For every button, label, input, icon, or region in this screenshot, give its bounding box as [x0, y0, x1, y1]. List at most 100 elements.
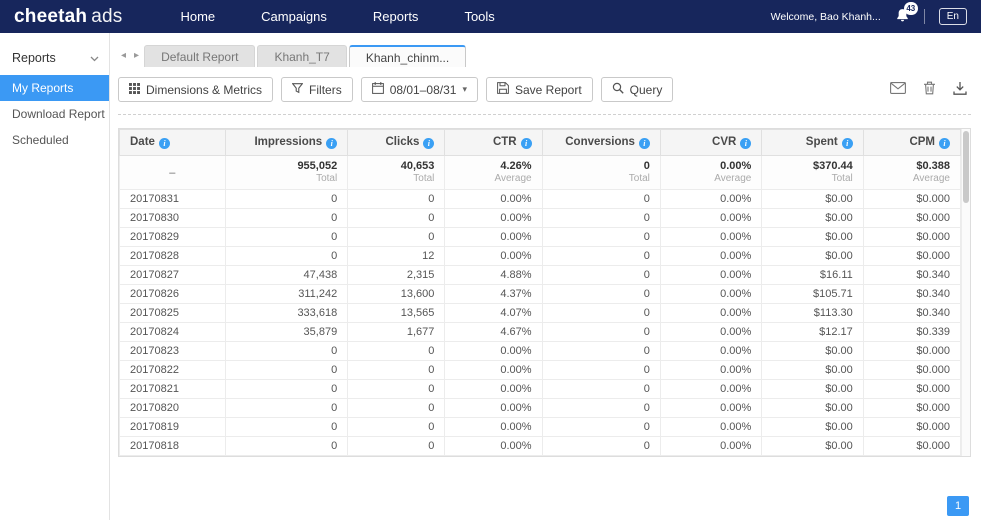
cell-impressions: 0 [224, 341, 349, 361]
dimensions-metrics-button[interactable]: Dimensions & Metrics [118, 77, 274, 102]
delete-button[interactable] [923, 81, 936, 98]
tab-khanh-chinm[interactable]: Khanh_chinm... [348, 45, 467, 67]
sidebar-item-my-reports[interactable]: My Reports [0, 75, 109, 101]
query-button[interactable]: Query [600, 77, 674, 102]
cell-date: 20170819 [119, 417, 226, 437]
summary-cell: 4.26% Average [444, 155, 543, 190]
sidebar-section-reports[interactable]: Reports [0, 47, 109, 75]
summary-date: – [119, 155, 226, 190]
cell-ctr: 4.37% [444, 284, 543, 304]
nav-item-campaigns[interactable]: Campaigns [261, 9, 327, 24]
filters-button[interactable]: Filters [281, 77, 353, 102]
info-icon[interactable] [520, 138, 532, 149]
cell-conversions: 0 [541, 246, 661, 266]
tab-default-report[interactable]: Default Report [144, 45, 256, 67]
caret-down-icon: ▾ [462, 84, 467, 94]
cell-clicks: 12 [347, 246, 446, 266]
table-row: 20170821 0 0 0.00% 0 0.00% $0.00 $0.000 [119, 379, 962, 399]
cell-cvr: 0.00% [659, 284, 763, 304]
cell-cvr: 0.00% [659, 398, 763, 418]
cell-conversions: 0 [541, 379, 661, 399]
mail-icon [890, 82, 906, 97]
sidebar: Reports My Reports Download Report Sched… [0, 33, 110, 520]
cell-date: 20170827 [119, 265, 226, 285]
table-body: – 955,052 Total 40,653 Total 4.26% Average … [119, 155, 962, 456]
report-tabbar: ◂ ▸ Default Report Khanh_T7 Khanh_chinm.… [118, 43, 971, 67]
info-icon[interactable] [638, 138, 650, 149]
sidebar-item-download-report[interactable]: Download Report [12, 107, 105, 121]
tab-scroll-left-icon[interactable]: ◂ [121, 50, 127, 61]
brand-logo[interactable]: cheetah ads [14, 6, 122, 28]
cell-cpm: $0.340 [862, 303, 962, 323]
cell-ctr: 0.00% [444, 398, 543, 418]
sidebar-item-scheduled[interactable]: Scheduled [12, 133, 69, 147]
search-icon [612, 82, 624, 97]
cell-clicks: 0 [347, 398, 446, 418]
info-icon[interactable] [158, 138, 170, 149]
nav-item-reports[interactable]: Reports [372, 9, 419, 24]
cell-conversions: 0 [541, 208, 661, 228]
column-header-impressions[interactable]: Impressions [224, 129, 349, 156]
download-button[interactable] [953, 81, 967, 98]
table-row: 20170820 0 0 0.00% 0 0.00% $0.00 $0.000 [119, 398, 962, 418]
cell-clicks: 13,565 [347, 303, 446, 323]
welcome-text[interactable]: Welcome, Bao Khanh... [770, 10, 881, 23]
tab-scroll-right-icon[interactable]: ▸ [134, 50, 140, 61]
cell-ctr: 0.00% [444, 189, 543, 209]
cell-impressions: 0 [224, 189, 349, 209]
cell-clicks: 13,600 [347, 284, 446, 304]
nav-item-tools[interactable]: Tools [464, 9, 495, 24]
cell-clicks: 0 [347, 360, 446, 380]
cell-conversions: 0 [541, 189, 661, 209]
top-navbar: cheetah ads Home Campaigns Reports Tools … [0, 0, 981, 33]
info-icon[interactable] [740, 138, 752, 149]
cell-spent: $0.00 [761, 227, 864, 247]
toolbar-right-icons [890, 81, 971, 98]
cell-conversions: 0 [541, 322, 661, 342]
summary-cell: $370.44 Total [761, 155, 864, 190]
cell-cpm: $0.000 [862, 360, 962, 380]
table-scrollbar[interactable] [961, 129, 970, 456]
cell-ctr: 0.00% [444, 379, 543, 399]
nav-item-home[interactable]: Home [180, 9, 216, 24]
cell-cpm: $0.000 [862, 208, 962, 228]
pagination-page-1[interactable]: 1 [947, 496, 969, 516]
column-header-ctr[interactable]: CTR [444, 129, 543, 156]
language-button[interactable]: En [938, 8, 967, 25]
table-row: 20170818 0 0 0.00% 0 0.00% $0.00 $0.000 [119, 436, 962, 456]
table-row: 20170826 311,242 13,600 4.37% 0 0.00% $1… [119, 284, 962, 304]
column-header-conversions[interactable]: Conversions [541, 129, 661, 156]
info-icon[interactable] [939, 138, 950, 149]
cell-impressions: 47,438 [224, 265, 349, 285]
column-header-cvr[interactable]: CVR [659, 129, 763, 156]
info-icon[interactable] [326, 138, 338, 149]
cell-clicks: 0 [347, 208, 446, 228]
cell-ctr: 0.00% [444, 417, 543, 437]
cell-cvr: 0.00% [659, 322, 763, 342]
grid-icon [129, 82, 140, 97]
column-header-spent[interactable]: Spent [761, 129, 864, 156]
table-row: 20170831 0 0 0.00% 0 0.00% $0.00 $0.000 [119, 189, 962, 209]
cell-spent: $105.71 [761, 284, 864, 304]
save-icon [497, 82, 509, 97]
cell-spent: $12.17 [761, 322, 864, 342]
table-row: 20170824 35,879 1,677 4.67% 0 0.00% $12.… [119, 322, 962, 342]
save-report-button[interactable]: Save Report [485, 77, 593, 102]
notifications-button[interactable]: 43 [895, 1, 918, 26]
table-row: 20170830 0 0 0.00% 0 0.00% $0.00 $0.000 [119, 208, 962, 228]
cell-spent: $0.00 [761, 208, 864, 228]
column-header-date[interactable]: Date [119, 129, 226, 156]
cell-spent: $0.00 [761, 379, 864, 399]
tab-khanh-t7[interactable]: Khanh_T7 [257, 45, 347, 67]
cell-clicks: 0 [347, 436, 446, 456]
date-range-button[interactable]: 08/01–08/31 ▾ [360, 77, 478, 102]
column-header-cpm[interactable]: CPM [862, 129, 962, 156]
scrollbar-thumb[interactable] [963, 131, 969, 203]
cell-spent: $113.30 [761, 303, 864, 323]
mail-button[interactable] [890, 82, 906, 97]
column-header-clicks[interactable]: Clicks [347, 129, 446, 156]
info-icon[interactable] [423, 138, 435, 149]
info-icon[interactable] [841, 138, 853, 149]
cell-impressions: 311,242 [224, 284, 349, 304]
cell-conversions: 0 [541, 341, 661, 361]
